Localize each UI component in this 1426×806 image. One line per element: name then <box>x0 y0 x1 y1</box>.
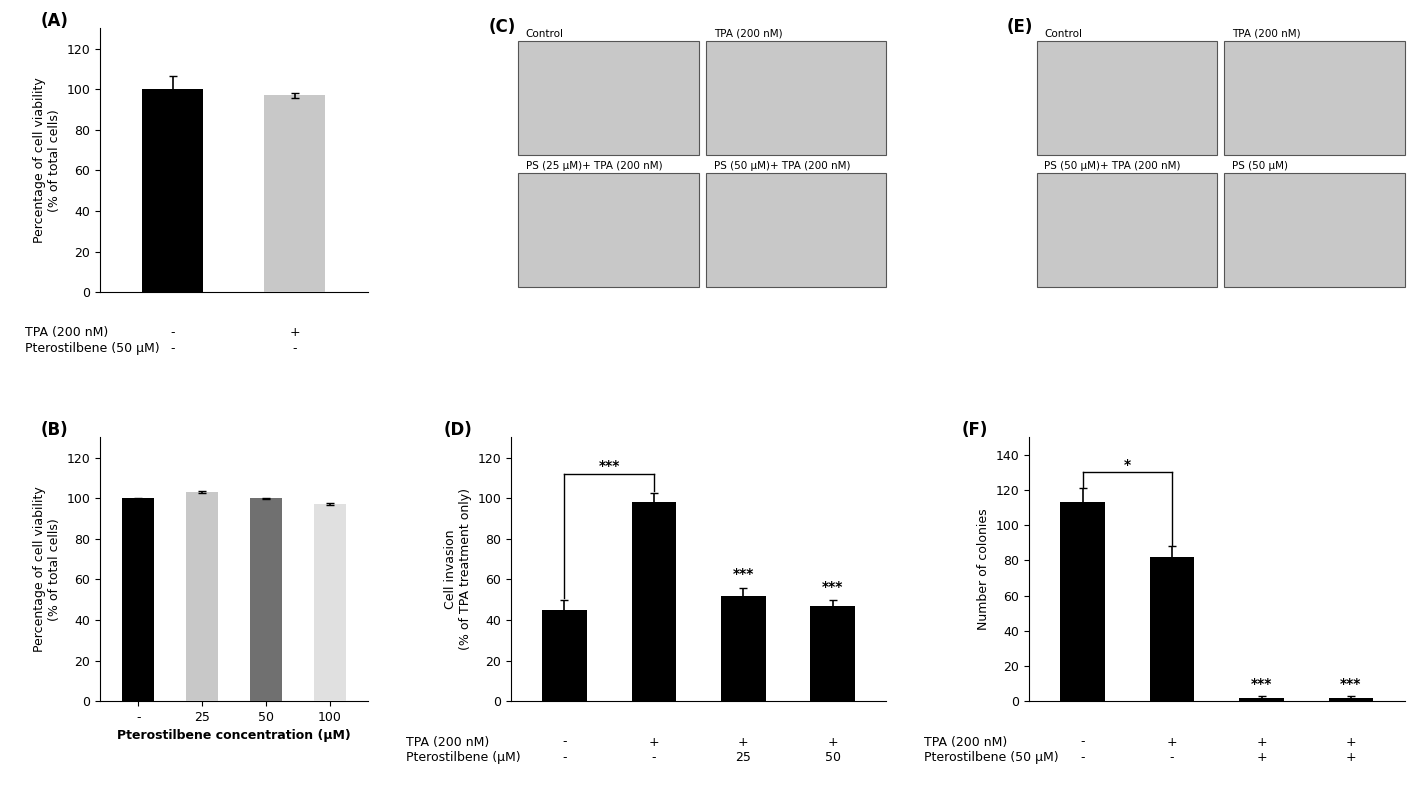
Text: 25: 25 <box>736 751 752 764</box>
Text: -: - <box>652 751 656 764</box>
Text: PS (50 μM)+ TPA (200 nM): PS (50 μM)+ TPA (200 nM) <box>713 160 850 171</box>
Text: (E): (E) <box>1007 18 1032 35</box>
Text: +: + <box>1166 736 1178 749</box>
Bar <box>1149 557 1195 701</box>
X-axis label: Pterostilbene concentration (μM): Pterostilbene concentration (μM) <box>117 729 351 742</box>
Text: +: + <box>649 736 659 749</box>
Bar <box>518 41 699 155</box>
Text: -: - <box>1081 751 1085 764</box>
Text: TPA (200 nM): TPA (200 nM) <box>24 326 108 339</box>
Bar <box>810 606 856 701</box>
Text: -: - <box>1169 751 1175 764</box>
Text: (A): (A) <box>41 12 68 31</box>
Text: PS (50 μM)+ TPA (200 nM): PS (50 μM)+ TPA (200 nM) <box>1044 160 1181 171</box>
Text: +: + <box>739 736 749 749</box>
Bar <box>542 610 586 701</box>
Text: (D): (D) <box>443 422 472 439</box>
Bar <box>1225 41 1405 155</box>
Bar <box>123 498 154 701</box>
Bar <box>518 173 699 287</box>
Text: ***: *** <box>821 580 843 594</box>
Text: -: - <box>562 736 566 749</box>
Bar <box>185 492 218 701</box>
Text: +: + <box>1346 751 1356 764</box>
Y-axis label: Cell invasion
(% of TPA treatment only): Cell invasion (% of TPA treatment only) <box>443 488 472 650</box>
Text: 50: 50 <box>824 751 841 764</box>
Text: +: + <box>289 326 301 339</box>
Text: PS (25 μM)+ TPA (200 nM): PS (25 μM)+ TPA (200 nM) <box>526 160 663 171</box>
Text: (B): (B) <box>41 422 68 439</box>
Text: -: - <box>292 343 297 355</box>
Text: TPA (200 nM): TPA (200 nM) <box>405 736 489 749</box>
Y-axis label: Percentage of cell viability
(% of total cells): Percentage of cell viability (% of total… <box>33 486 61 652</box>
Text: ***: *** <box>1251 677 1272 691</box>
Bar <box>722 596 766 701</box>
Bar <box>1329 698 1373 701</box>
Text: -: - <box>171 343 175 355</box>
Text: -: - <box>171 326 175 339</box>
Bar <box>706 41 887 155</box>
Bar <box>1037 173 1216 287</box>
Text: -: - <box>1081 736 1085 749</box>
Text: TPA (200 nM): TPA (200 nM) <box>713 29 783 39</box>
Text: Pterostilbene (50 μM): Pterostilbene (50 μM) <box>24 343 160 355</box>
Text: +: + <box>1346 736 1356 749</box>
Y-axis label: Percentage of cell viability
(% of total cells): Percentage of cell viability (% of total… <box>33 77 61 243</box>
Bar <box>314 505 345 701</box>
Y-axis label: Number of colonies: Number of colonies <box>977 509 990 630</box>
Bar <box>1239 698 1283 701</box>
Text: +: + <box>1256 736 1266 749</box>
Text: ***: *** <box>599 459 620 473</box>
Text: TPA (200 nM): TPA (200 nM) <box>924 736 1007 749</box>
Text: *: * <box>1124 458 1131 472</box>
Text: Control: Control <box>526 29 563 39</box>
Text: Pterostilbene (μM): Pterostilbene (μM) <box>405 751 520 764</box>
Text: +: + <box>827 736 838 749</box>
Bar <box>1061 502 1105 701</box>
Bar <box>250 498 282 701</box>
Text: ***: *** <box>1340 677 1362 691</box>
Text: Control: Control <box>1044 29 1082 39</box>
Bar <box>1037 41 1216 155</box>
Text: (C): (C) <box>488 18 516 35</box>
Bar <box>1225 173 1405 287</box>
Text: PS (50 μM): PS (50 μM) <box>1232 160 1288 171</box>
Bar <box>632 502 676 701</box>
Text: -: - <box>562 751 566 764</box>
Text: ***: *** <box>733 567 754 581</box>
Text: Pterostilbene (50 μM): Pterostilbene (50 μM) <box>924 751 1058 764</box>
Text: (F): (F) <box>961 422 988 439</box>
Bar <box>264 95 325 292</box>
Bar <box>143 89 204 292</box>
Text: +: + <box>1256 751 1266 764</box>
Bar <box>706 173 887 287</box>
Text: TPA (200 nM): TPA (200 nM) <box>1232 29 1301 39</box>
